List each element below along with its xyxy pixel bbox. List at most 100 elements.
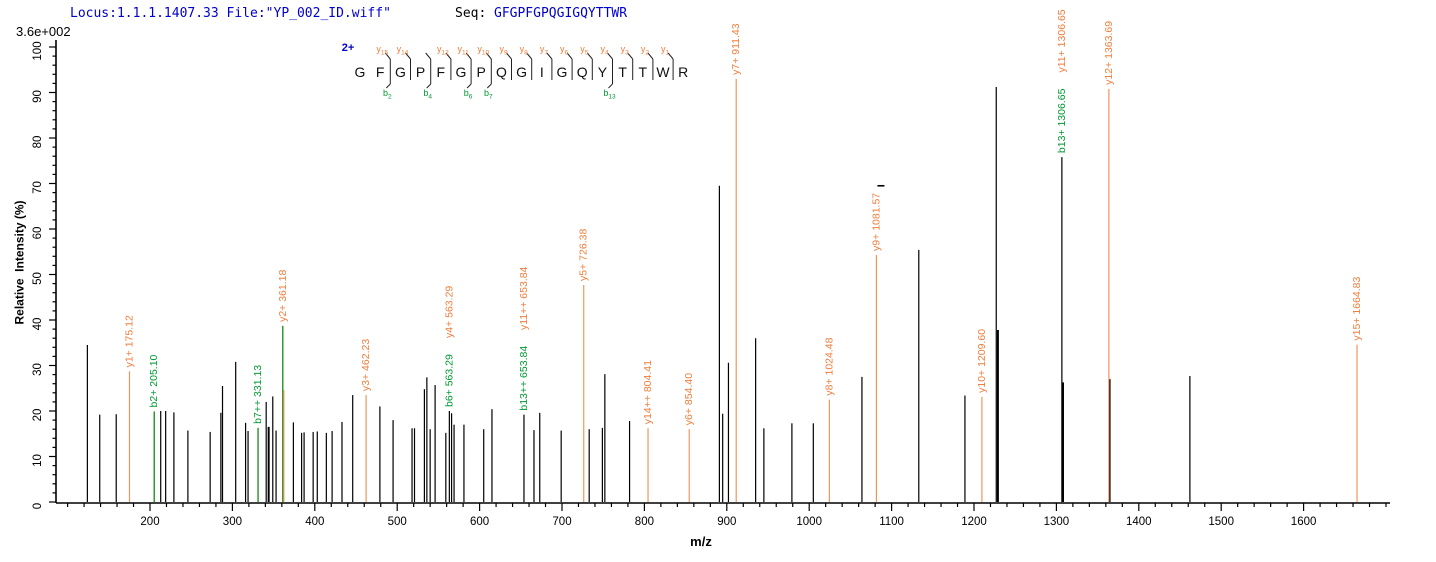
- b-ion-ladder-label: b7: [484, 88, 493, 101]
- x-tick-label: 1100: [879, 516, 904, 528]
- sequence-residue: R: [678, 64, 688, 80]
- b-ion-ladder-label: b6: [464, 88, 473, 101]
- ion-label: y5+ 726.38: [578, 229, 590, 281]
- y-ion-ladder-label: y1: [661, 44, 670, 57]
- x-tick-label: 1200: [961, 516, 987, 528]
- x-tick-label: 600: [470, 516, 489, 528]
- y-tick-label: 90: [32, 90, 44, 103]
- cleavage-y-diagonal: [607, 52, 613, 60]
- y-ion-ladder-label: y6: [560, 44, 569, 57]
- sequence-residue: F: [376, 64, 385, 80]
- x-tick-label: 300: [223, 516, 242, 528]
- x-tick-label: 400: [305, 516, 324, 528]
- sequence-residue: G: [355, 64, 366, 80]
- ion-label: y14++ 804.41: [642, 360, 654, 424]
- x-tick-label: 1600: [1291, 516, 1317, 528]
- y-tick-label: 80: [32, 136, 44, 149]
- ion-label: b13+ 1306.65: [1056, 88, 1068, 153]
- ion-label: y15+ 1664.83: [1351, 276, 1363, 340]
- y-ion-ladder-label: y2: [641, 44, 650, 57]
- cleavage-y-diagonal: [384, 52, 391, 60]
- sequence-residue: P: [416, 64, 425, 80]
- cleavage-y-diagonal: [485, 52, 492, 60]
- y-tick-label: 20: [32, 409, 44, 422]
- cleavage-b-diagonal: [385, 83, 391, 89]
- cleavage-y-diagonal: [647, 52, 654, 60]
- sequence-residue: T: [639, 64, 648, 80]
- ion-label: y12+ 1363.69: [1103, 21, 1115, 85]
- cleavage-b-diagonal: [608, 83, 613, 89]
- sequence-residue: I: [540, 64, 544, 80]
- cleavage-y-diagonal: [526, 52, 533, 60]
- sequence-residue: G: [557, 64, 568, 80]
- ion-label: b2+ 205.10: [148, 354, 160, 407]
- sequence-residue: P: [477, 64, 486, 80]
- cleavage-y-diagonal: [445, 52, 452, 60]
- y-tick-label: 60: [32, 227, 44, 240]
- cleavage-y-diagonal: [627, 52, 634, 60]
- x-tick-label: 900: [717, 516, 736, 528]
- x-tick-label: 1400: [1126, 516, 1152, 528]
- ion-label: y4+ 563.29: [443, 286, 455, 338]
- y-ion-ladder-label: y5: [580, 44, 589, 57]
- y-ion-ladder-label: y8: [520, 44, 529, 57]
- y-tick-label: 10: [32, 454, 44, 467]
- y-ion-ladder-label: y12: [437, 44, 449, 57]
- sequence-residue: Q: [577, 64, 588, 80]
- ion-label: y7+ 911.43: [730, 23, 742, 75]
- cleavage-y-diagonal: [566, 52, 573, 60]
- cleavage-b-diagonal: [486, 83, 492, 89]
- y-ion-ladder-label: y15: [376, 44, 388, 57]
- cleavage-y-diagonal: [546, 52, 553, 60]
- x-axis-title: m/z: [690, 534, 712, 549]
- y-tick-label: 40: [32, 318, 44, 331]
- x-tick-label: 500: [388, 516, 407, 528]
- cleavage-y-diagonal: [506, 52, 512, 60]
- x-tick-label: 1300: [1044, 516, 1070, 528]
- sequence-residue: F: [437, 64, 446, 80]
- ion-label: y11++ 653.84: [518, 266, 530, 330]
- cleavage-y-diagonal: [667, 52, 674, 60]
- y-ion-ladder-label: y11: [457, 44, 469, 57]
- ion-label: y8+ 1024.48: [823, 337, 835, 395]
- cleavage-y-diagonal: [586, 52, 593, 60]
- sequence-residue: Q: [496, 64, 507, 80]
- sequence-residue: T: [618, 64, 627, 80]
- y-tick-label: 0: [32, 503, 44, 509]
- cleavage-y-diagonal: [405, 52, 411, 60]
- ion-label: y9+ 1081.57: [870, 193, 882, 251]
- x-tick-label: 1000: [796, 516, 822, 528]
- sequence-residue: G: [516, 64, 527, 80]
- sequence-header-value: GFGPFGPQGIGQYTTWR: [494, 6, 628, 21]
- cleavage-y-diagonal: [425, 52, 432, 60]
- y-ion-ladder-label: y3: [621, 44, 630, 57]
- ion-label: y3+ 462.23: [360, 339, 372, 391]
- b-ion-ladder-label: b2: [383, 88, 392, 101]
- ion-label: y11+ 1306.65: [1056, 9, 1068, 72]
- ion-label: b7++ 331.13: [252, 365, 264, 424]
- cleavage-y-diagonal: [465, 52, 472, 60]
- cleavage-b-diagonal: [426, 83, 432, 89]
- sequence-residue: G: [456, 64, 467, 80]
- sequence-residue: W: [656, 64, 670, 80]
- ion-label: y1+ 175.12: [123, 315, 135, 367]
- ion-label: y6+ 854.40: [683, 373, 695, 425]
- ion-label: b13++ 653.84: [518, 346, 530, 411]
- y-ion-ladder-label: y10: [477, 44, 489, 57]
- y-tick-label: 50: [32, 272, 44, 285]
- x-tick-label: 200: [140, 516, 159, 528]
- y-ion-ladder-label: y4: [600, 44, 609, 57]
- y-ion-ladder-label: y7: [540, 44, 549, 57]
- y-tick-label: 100: [32, 41, 44, 60]
- x-tick-label: 1500: [1208, 516, 1234, 528]
- y-ion-ladder-label: y9: [499, 44, 508, 57]
- y-ion-ladder-label: y14: [397, 44, 409, 57]
- sequence-header-label: Seq:: [455, 6, 487, 21]
- precursor-charge-label: 2+: [342, 42, 355, 54]
- cleavage-b-diagonal: [466, 83, 472, 89]
- b-ion-ladder-label: b4: [423, 88, 432, 101]
- y-tick-label: 30: [32, 363, 44, 376]
- ion-label: y2+ 361.18: [277, 270, 289, 322]
